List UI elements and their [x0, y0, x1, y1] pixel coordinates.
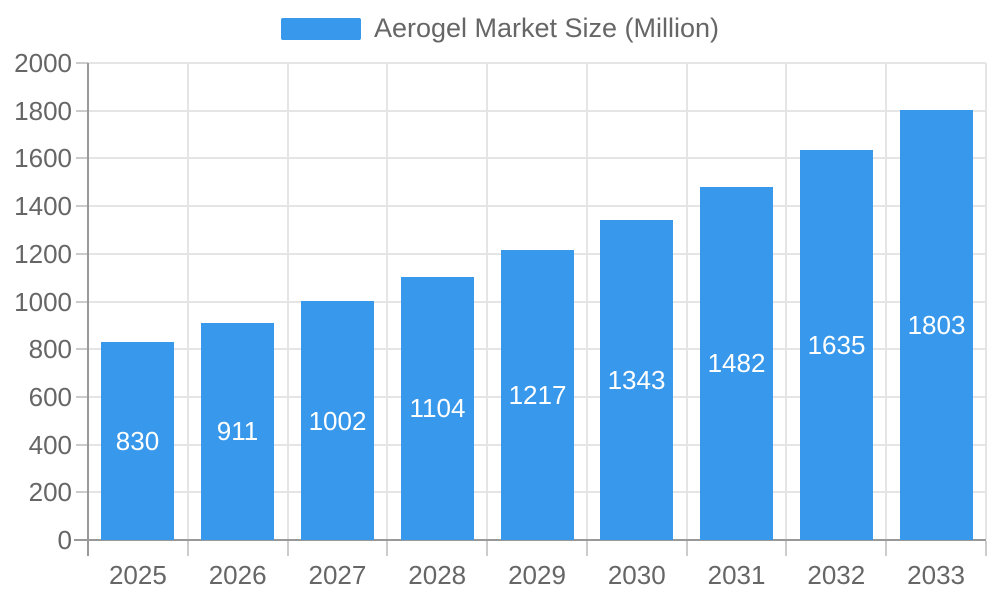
- x-axis-tick: [685, 541, 688, 556]
- y-axis-tick: [76, 205, 88, 208]
- y-axis-label: 1000: [14, 286, 72, 317]
- bar[interactable]: [900, 109, 973, 540]
- y-axis-tick: [76, 348, 88, 351]
- v-gridline: [486, 63, 489, 540]
- y-axis-label: 1200: [14, 238, 72, 269]
- y-axis-tick: [76, 395, 88, 398]
- y-axis-tick: [76, 491, 88, 494]
- bar-value-label: 1803: [907, 310, 966, 340]
- h-gridline: [88, 62, 986, 64]
- h-gridline: [88, 157, 986, 160]
- x-axis-label: 2032: [807, 560, 866, 590]
- v-gridline: [885, 63, 888, 540]
- y-axis-label: 1600: [14, 143, 72, 174]
- bar-value-label: 1217: [508, 380, 567, 410]
- x-axis-label: 2029: [508, 560, 566, 590]
- y-axis-label: 1800: [14, 95, 72, 126]
- legend-label[interactable]: Aerogel Market Size (Million): [373, 13, 720, 43]
- x-axis-tick: [585, 541, 588, 556]
- legend-swatch[interactable]: [280, 17, 361, 40]
- y-axis-tick: [76, 300, 88, 303]
- y-axis-label: 0: [57, 525, 72, 555]
- bar[interactable]: [600, 219, 673, 540]
- y-axis-line: [87, 63, 89, 556]
- bar[interactable]: [700, 186, 773, 540]
- y-axis-tick: [76, 109, 88, 112]
- y-axis-label: 1400: [14, 191, 72, 222]
- bar-value-label: 1635: [807, 330, 866, 360]
- bar-value-label: 911: [216, 416, 259, 446]
- y-axis-label: 2000: [14, 48, 72, 78]
- bar[interactable]: [800, 150, 873, 540]
- y-axis-label: 800: [28, 334, 72, 365]
- v-gridline: [286, 63, 289, 540]
- bar-value-label: 1002: [308, 406, 367, 436]
- x-axis-tick: [186, 541, 189, 556]
- v-gridline: [386, 63, 389, 540]
- x-axis-label: 2031: [707, 560, 766, 590]
- bar[interactable]: [401, 276, 474, 540]
- y-axis-tick: [76, 157, 88, 160]
- v-gridline: [785, 63, 788, 540]
- y-axis-label: 400: [28, 429, 72, 460]
- x-axis-label: 2026: [208, 560, 267, 590]
- x-axis-label: 2027: [308, 560, 367, 590]
- x-axis-tick: [785, 541, 788, 556]
- bar[interactable]: [501, 249, 574, 540]
- v-gridline: [985, 63, 987, 540]
- y-axis-tick: [76, 443, 88, 446]
- x-axis-tick: [486, 541, 489, 556]
- h-gridline: [88, 109, 986, 112]
- x-axis-tick: [286, 541, 289, 556]
- bar[interactable]: [301, 301, 374, 540]
- bar[interactable]: [101, 342, 174, 540]
- x-axis-tick: [386, 541, 389, 556]
- y-axis-label: 600: [28, 381, 72, 412]
- bar[interactable]: [201, 322, 274, 540]
- v-gridline: [685, 63, 688, 540]
- x-axis-label: 2028: [408, 560, 467, 590]
- bar-value-label: 1343: [607, 365, 666, 395]
- y-axis-tick: [76, 62, 88, 64]
- x-axis-tick: [985, 541, 987, 556]
- v-gridline: [186, 63, 189, 540]
- bar-value-label: 1104: [409, 393, 466, 423]
- h-gridline: [88, 205, 986, 208]
- y-axis-label: 200: [28, 477, 72, 508]
- x-axis-label: 2025: [108, 560, 167, 590]
- bar-value-label: 830: [115, 426, 160, 456]
- x-axis-label: 2033: [907, 560, 966, 590]
- y-axis-tick: [76, 252, 88, 255]
- chart-legend[interactable]: Aerogel Market Size (Million): [0, 13, 1000, 44]
- x-axis-line: [74, 539, 986, 541]
- bar-value-label: 1482: [707, 348, 766, 378]
- x-axis-label: 2030: [607, 560, 666, 590]
- x-axis-tick: [885, 541, 888, 556]
- v-gridline: [585, 63, 588, 540]
